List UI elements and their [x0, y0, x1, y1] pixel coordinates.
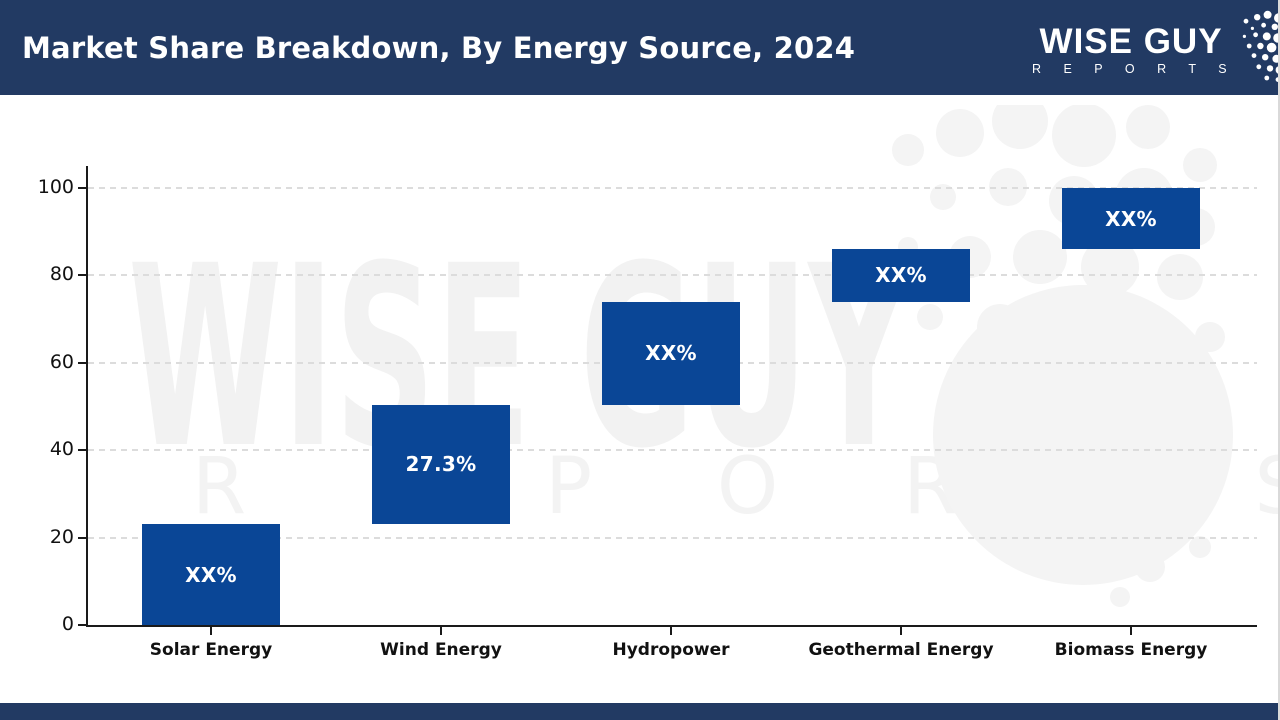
- y-tick-label-100: 100: [37, 176, 74, 198]
- logo-text: WISE GUY R E P O R T S: [1026, 24, 1236, 76]
- x-category-label: Biomass Energy: [1054, 640, 1208, 660]
- y-tick-40: [78, 449, 86, 452]
- x-tick-4: [900, 627, 902, 635]
- chart-title: Market Share Breakdown, By Energy Source…: [22, 30, 856, 65]
- gridline-80: [88, 274, 1257, 277]
- gridline-20: [88, 536, 1257, 539]
- y-tick-60: [78, 361, 86, 364]
- y-tick-label-20: 20: [49, 525, 74, 548]
- watermark-text: WISE GUY: [128, 212, 910, 503]
- footer-bar: [0, 703, 1278, 720]
- logo-tagline: R E P O R T S: [1032, 62, 1237, 77]
- header-bar: Market Share Breakdown, By Energy Source…: [0, 0, 1278, 95]
- gridline-100: [88, 187, 1257, 189]
- bar-hydropower: XX%: [602, 301, 740, 405]
- logo-head-icon: [1242, 10, 1278, 82]
- logo-wordmark: WISE GUY: [1039, 22, 1223, 62]
- gridline-40: [88, 449, 1257, 452]
- y-axis-line: [86, 166, 88, 625]
- x-category-label: Wind Energy: [380, 640, 502, 660]
- bar-geothermal-energy: XX%: [832, 249, 970, 302]
- x-category-label: Hydropower: [612, 640, 730, 660]
- bar-value-label: XX%: [875, 263, 927, 288]
- bar-value-label: 27.3%: [405, 452, 477, 477]
- bar-wind-energy: 27.3%: [372, 404, 510, 525]
- bar-value-label: XX%: [645, 341, 697, 366]
- bar-value-label: XX%: [1105, 206, 1157, 231]
- y-tick-label-40: 40: [49, 438, 74, 461]
- y-tick-0: [78, 624, 86, 626]
- x-category-label: Geothermal Energy: [808, 640, 994, 660]
- y-tick-label-0: 0: [61, 613, 74, 635]
- y-tick-80: [78, 274, 86, 277]
- y-tick-100: [78, 187, 86, 189]
- bar-solar-energy: XX%: [142, 524, 280, 625]
- x-tick-3: [670, 627, 672, 635]
- x-tick-1: [210, 627, 212, 635]
- y-tick-20: [78, 536, 86, 539]
- y-tick-label-60: 60: [49, 350, 74, 373]
- x-axis-line: [86, 625, 1257, 627]
- brand-logo: WISE GUY R E P O R T S: [1026, 4, 1278, 92]
- bar-value-label: XX%: [185, 562, 237, 587]
- x-tick-5: [1130, 627, 1132, 635]
- x-category-label: Solar Energy: [149, 640, 273, 660]
- bar-biomass-energy: XX%: [1062, 188, 1200, 250]
- y-tick-label-80: 80: [49, 263, 74, 286]
- x-tick-2: [440, 627, 442, 635]
